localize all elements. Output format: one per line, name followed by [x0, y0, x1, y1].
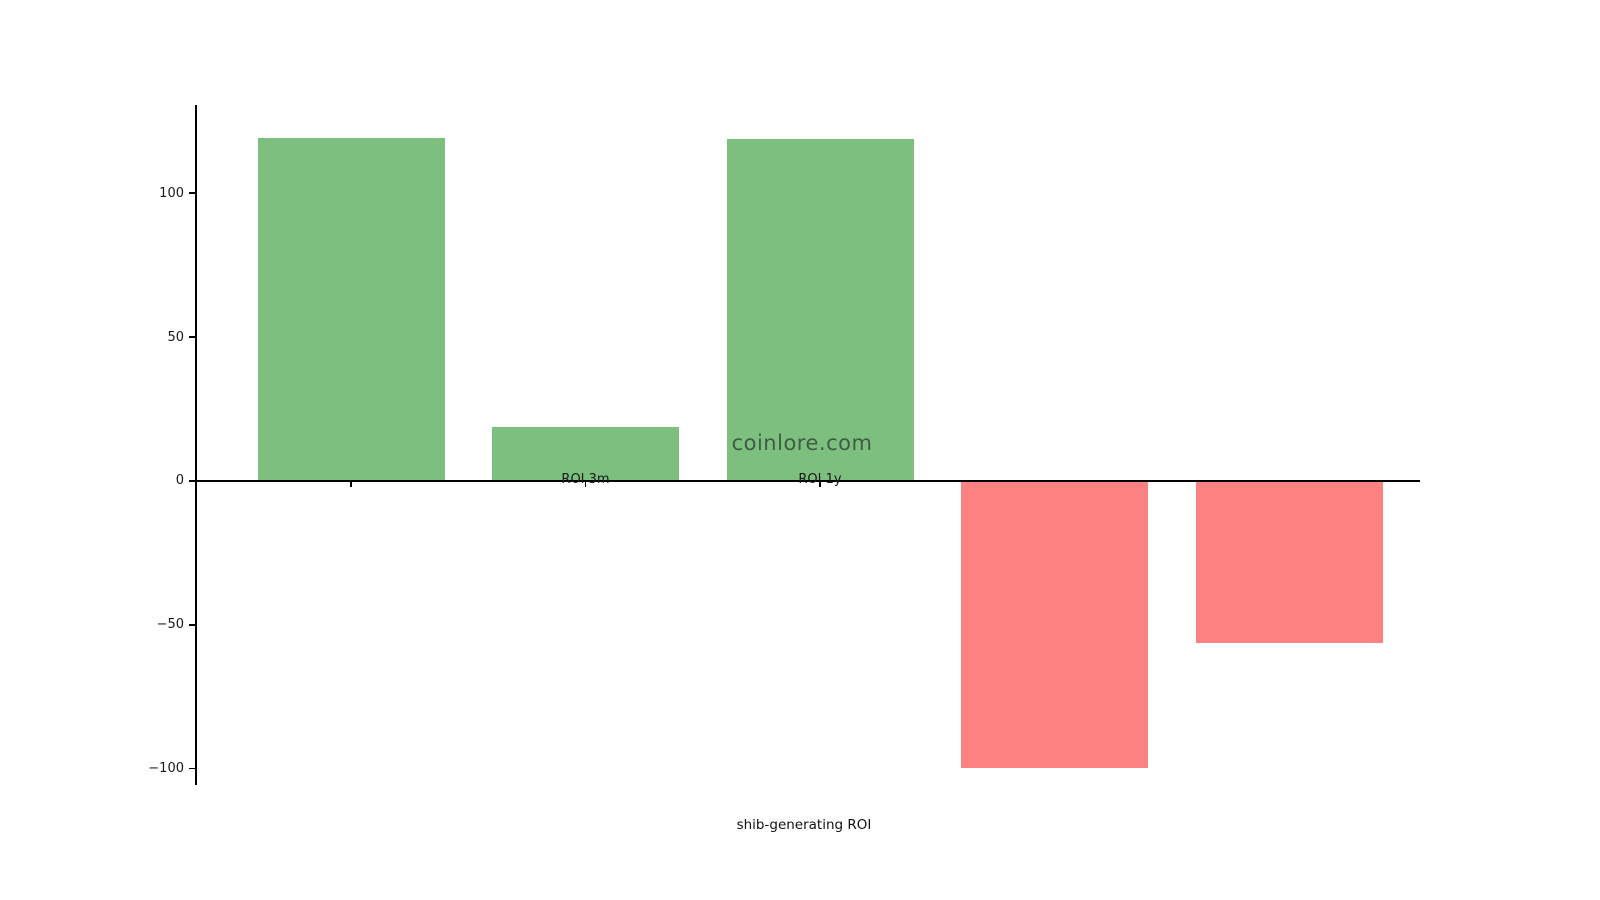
bar-unlabeled-5	[1195, 480, 1383, 643]
y-tick-mark	[189, 768, 196, 770]
y-tick-label: 50	[167, 329, 184, 345]
y-axis-spine	[195, 105, 197, 785]
y-tick-label: 0	[175, 473, 184, 489]
x-axis-spine	[195, 480, 1421, 482]
bar-ROI 1y	[726, 138, 914, 481]
x-tick-mark	[584, 480, 587, 487]
x-axis-title: shib-generating ROI	[736, 817, 872, 833]
x-tick-label: ROI 3m	[561, 471, 610, 487]
y-tick-mark	[189, 336, 196, 338]
bar-unlabeled-1	[257, 137, 445, 481]
x-tick-mark	[350, 480, 352, 487]
x-tick-mark	[819, 480, 821, 487]
y-tick-label: −100	[148, 761, 184, 777]
x-tick-label: ROI 1y	[798, 471, 842, 487]
y-tick-label: −50	[156, 617, 184, 633]
bar-unlabeled-4	[961, 480, 1148, 768]
y-tick-label: 100	[159, 185, 184, 201]
y-tick-mark	[189, 624, 196, 626]
y-tick-mark	[189, 480, 196, 482]
watermark: coinlore.com	[731, 431, 873, 455]
y-tick-mark	[189, 192, 196, 194]
bar-ROI 3m	[492, 426, 679, 481]
